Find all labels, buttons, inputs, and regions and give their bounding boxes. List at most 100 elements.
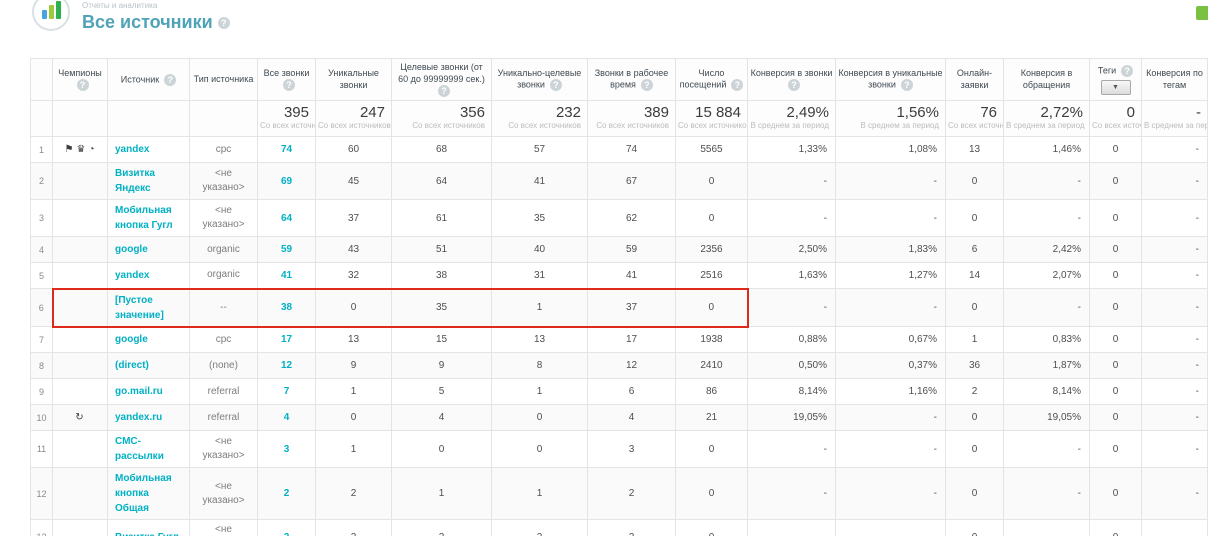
col-header-label: Конверсия в обращения bbox=[1020, 68, 1073, 90]
cell-conv_unique_calls: 0,37% bbox=[835, 352, 946, 379]
col-header-champions[interactable]: Чемпионы? bbox=[52, 58, 108, 101]
help-icon[interactable]: ? bbox=[731, 79, 744, 92]
col-header-conv_unique_calls[interactable]: Конверсия в уникальные звонки? bbox=[835, 58, 946, 101]
col-header-conv_tags[interactable]: Конверсия по тегам bbox=[1141, 58, 1208, 101]
col-header-tags[interactable]: Теги? ▼ bbox=[1089, 58, 1142, 101]
table-row: 12 Мобильная кнопка Общая <не указано> 2 2 1 1… bbox=[30, 467, 1208, 520]
all-calls-link[interactable]: 74 bbox=[280, 144, 293, 155]
cell-conv_appeals: - bbox=[1003, 199, 1090, 237]
help-icon[interactable]: ? bbox=[438, 84, 450, 97]
col-header-unique_target_calls[interactable]: Уникально-целевые звонки? bbox=[491, 58, 588, 101]
all-calls-link[interactable]: 12 bbox=[280, 360, 293, 371]
cell-visits: 86 bbox=[675, 378, 748, 405]
cell-num: 2 bbox=[30, 162, 53, 200]
cell-champions bbox=[52, 162, 108, 200]
cell-online_requests: 0 bbox=[945, 404, 1004, 431]
all-calls-link[interactable]: 59 bbox=[280, 244, 293, 255]
help-icon[interactable]: ? bbox=[283, 79, 295, 92]
source-link[interactable]: yandex bbox=[115, 144, 150, 155]
cell-target_calls: 2 bbox=[391, 519, 492, 536]
cell-conv_calls: - bbox=[747, 199, 836, 237]
table-row: 2 Визитка Яндекс <не указано> 69 45 64 41 67 0- -… bbox=[30, 162, 1208, 200]
summary-cell-visits: 15 884 Со всех источников bbox=[675, 100, 748, 137]
all-calls-link[interactable]: 41 bbox=[280, 269, 293, 281]
source-link[interactable]: Мобильная кнопка Гугл bbox=[115, 205, 173, 231]
source-link[interactable]: Визитка Яндекс bbox=[115, 168, 155, 194]
col-header-unique_calls[interactable]: Уникальные звонки bbox=[315, 58, 392, 101]
help-icon[interactable]: ? bbox=[1121, 64, 1134, 77]
source-link[interactable]: СМС-рассылки bbox=[115, 436, 164, 462]
all-calls-link[interactable]: 4 bbox=[283, 412, 290, 423]
all-calls-link[interactable]: 2 bbox=[283, 488, 290, 499]
summary-cell-conv_unique_calls: 1,56% В среднем за период bbox=[835, 100, 946, 137]
cell-num: 3 bbox=[30, 199, 53, 237]
cell-champions bbox=[52, 519, 108, 536]
chat-widget-icon[interactable] bbox=[1196, 6, 1208, 20]
cell-tags: 0 bbox=[1089, 262, 1142, 289]
title-help-icon[interactable]: ? bbox=[217, 17, 230, 30]
help-icon[interactable]: ? bbox=[900, 79, 913, 92]
col-header-label: Конверсия по тегам bbox=[1146, 68, 1203, 90]
source-link[interactable]: Визитка Гугл bbox=[115, 532, 179, 536]
all-calls-link[interactable]: 38 bbox=[280, 302, 293, 313]
col-header-label: Звонки в рабочее время bbox=[594, 67, 669, 90]
col-header-type[interactable]: Тип источника bbox=[189, 58, 258, 101]
source-link[interactable]: google bbox=[115, 334, 148, 346]
cell-conv_unique_calls: - bbox=[835, 519, 946, 536]
cell-source: Визитка Яндекс bbox=[107, 162, 190, 200]
col-header-all_calls[interactable]: Все звонки? bbox=[257, 58, 316, 101]
all-calls-link[interactable]: 3 bbox=[283, 443, 290, 455]
cell-source: yandex bbox=[107, 136, 190, 163]
col-header-target_calls[interactable]: Целевые звонки (от 60 до 99999999 сек.)? bbox=[391, 58, 492, 101]
col-header-worktime_calls[interactable]: Звонки в рабочее время? bbox=[587, 58, 676, 101]
source-link[interactable]: yandex.ru bbox=[115, 412, 163, 423]
summary-sublabel: В среднем за период bbox=[860, 121, 939, 130]
col-header-conv_appeals[interactable]: Конверсия в обращения bbox=[1003, 58, 1090, 101]
col-header-online_requests[interactable]: Онлайн-заявки bbox=[945, 58, 1004, 101]
cell-unique_target_calls: 35 bbox=[491, 199, 588, 237]
col-header-visits[interactable]: Число посещений? bbox=[675, 58, 748, 101]
cell-conv_unique_calls: - bbox=[835, 404, 946, 431]
help-icon[interactable]: ? bbox=[549, 79, 562, 92]
col-header-conv_calls[interactable]: Конверсия в звонки? bbox=[747, 58, 836, 101]
cell-conv_tags: - bbox=[1141, 378, 1208, 405]
cell-tags: 0 bbox=[1089, 430, 1142, 468]
cell-conv_unique_calls: 1,83% bbox=[835, 236, 946, 263]
help-icon[interactable]: ? bbox=[76, 79, 89, 92]
all-calls-link[interactable]: 64 bbox=[280, 212, 293, 224]
source-link[interactable]: google bbox=[115, 244, 148, 255]
cell-tags: 0 bbox=[1089, 326, 1142, 353]
cell-conv_appeals: - bbox=[1003, 430, 1090, 468]
cell-all_calls: 41 bbox=[257, 262, 316, 289]
tags-filter-dropdown[interactable]: ▼ bbox=[1100, 79, 1131, 95]
all-calls-link[interactable]: 69 bbox=[280, 175, 293, 187]
cell-champions bbox=[52, 262, 108, 289]
source-link[interactable]: go.mail.ru bbox=[115, 386, 163, 397]
cell-tags: 0 bbox=[1089, 467, 1142, 520]
cell-worktime_calls: 62 bbox=[587, 199, 676, 237]
source-link[interactable]: (direct) bbox=[115, 360, 149, 371]
summary-value: 232 bbox=[555, 104, 581, 121]
source-link[interactable]: Мобильная кнопка Общая bbox=[115, 473, 172, 514]
all-calls-link[interactable]: 2 bbox=[284, 532, 290, 536]
help-icon[interactable]: ? bbox=[164, 73, 177, 86]
page-title: Все источники bbox=[82, 12, 213, 32]
source-link[interactable]: yandex bbox=[115, 269, 150, 281]
help-icon[interactable]: ? bbox=[788, 79, 800, 92]
cell-online_requests: 1 bbox=[945, 326, 1004, 353]
cell-conv_calls: 1,33% bbox=[747, 136, 836, 163]
cell-online_requests: 13 bbox=[945, 136, 1004, 163]
all-calls-link[interactable]: 7 bbox=[283, 386, 290, 397]
summary-sublabel: Со всех источников bbox=[412, 121, 485, 130]
help-icon[interactable]: ? bbox=[640, 79, 653, 92]
summary-value: 247 bbox=[359, 104, 385, 121]
col-header-source[interactable]: Источник? bbox=[107, 58, 190, 101]
cell-champions bbox=[52, 430, 108, 468]
all-calls-link[interactable]: 17 bbox=[280, 334, 293, 346]
cell-worktime_calls: 74 bbox=[587, 136, 676, 163]
cell-all_calls: 17 bbox=[257, 326, 316, 353]
source-link[interactable]: [Пустое значение] bbox=[115, 294, 164, 321]
cell-target_calls: 5 bbox=[391, 378, 492, 405]
cell-target_calls: 68 bbox=[391, 136, 492, 163]
